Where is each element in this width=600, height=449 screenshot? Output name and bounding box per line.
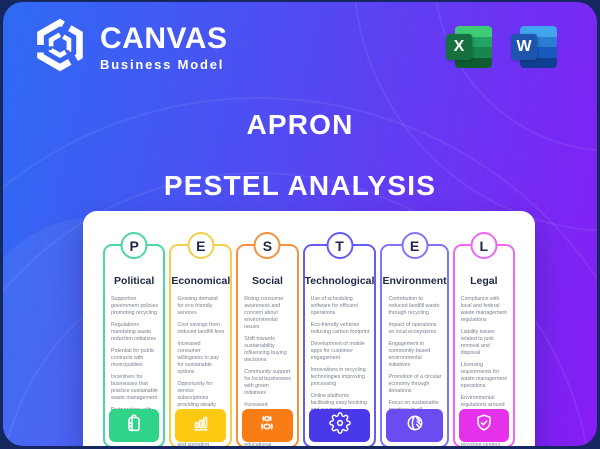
brand-text: CANVAS Business Model	[100, 23, 227, 72]
column-item: Incentives for businesses that practice …	[111, 373, 158, 401]
column-icon-box	[458, 409, 509, 442]
gear-icon	[328, 412, 351, 439]
column-item: Compliance with local and federal waste …	[460, 296, 507, 323]
page-title: APRON	[246, 109, 354, 140]
word-letter: W	[511, 34, 537, 60]
column-item: Growing demand for eco-friendly services	[177, 296, 218, 316]
pestel-column-economical: E Economical Growing demand for eco-frie…	[169, 232, 233, 446]
page-subtitle: PESTEL ANALYSIS	[163, 170, 437, 201]
canvas-hexagon-logo-icon	[29, 15, 91, 80]
column-item: Development of mobile apps for customer …	[310, 340, 365, 361]
column-item: Engagement in community-based environmen…	[388, 340, 431, 368]
pestel-column-social: S Social Rising consumer awareness and c…	[236, 232, 299, 446]
pestel-column-environment: E Environment Contribution to reduced la…	[380, 232, 449, 446]
column-letter-badge: P	[120, 232, 148, 259]
column-letter-badge: E	[401, 232, 429, 259]
brand-name: CANVAS	[100, 22, 228, 56]
column-title: Technological	[304, 275, 375, 287]
pestel-card: P Political Supportive government polici…	[83, 211, 535, 446]
pestel-columns: P Political Supportive government polici…	[103, 232, 515, 446]
column-title: Environment	[382, 275, 447, 287]
excel-letter: X	[446, 34, 472, 60]
column-item: Supportive government policies promoting…	[111, 296, 159, 316]
column-icon-box	[175, 409, 227, 442]
column-item: Shift towards sustainability influencing…	[244, 335, 287, 363]
column-item: Innovations in recycling technologies im…	[310, 366, 366, 387]
column-title: Economical	[171, 275, 231, 287]
column-icon-box	[109, 409, 160, 442]
column-item: Regulations mandating waste reduction in…	[111, 321, 157, 342]
excel-icon[interactable]: X	[446, 24, 492, 70]
shield-check-icon	[473, 412, 495, 439]
column-icon-box	[386, 409, 443, 442]
column-items: Supportive government policies promoting…	[105, 287, 163, 428]
column-letter-badge: L	[470, 232, 498, 259]
column-letter-badge: E	[187, 232, 215, 259]
column-item: Licensing requirements for waste managem…	[460, 361, 507, 389]
column-items: Contribution to reduced landfill waste t…	[382, 287, 446, 428]
word-icon[interactable]: W	[511, 24, 557, 70]
column-item: Cost savings from reduced landfill fees	[177, 321, 225, 335]
bar-chart-icon	[190, 412, 212, 439]
pestel-column-technological: T Technological Use of scheduling softwa…	[302, 232, 377, 446]
pestel-column-legal: L Legal Compliance with local and federa…	[452, 232, 515, 446]
column-title: Social	[251, 275, 283, 287]
word-paper	[520, 26, 557, 68]
excel-paper	[455, 26, 492, 68]
column-item: Impact of operations on local ecosystems	[388, 321, 437, 335]
column-title: Political	[114, 275, 155, 287]
column-item: Community support for local businesses w…	[244, 368, 291, 396]
column-item: Promotion of a circular economy through …	[388, 373, 442, 394]
column-letter-badge: T	[326, 232, 354, 259]
column-item: Contribution to reduced landfill waste t…	[388, 296, 440, 316]
column-title: Legal	[470, 275, 498, 287]
column-item: Potential for public contracts with muni…	[111, 347, 155, 368]
column-item: Use of scheduling software for efficient…	[310, 296, 358, 316]
column-letter-badge: S	[253, 232, 281, 259]
backpack-icon	[123, 412, 145, 439]
people-icon	[256, 412, 278, 439]
column-item: Liability issues related to junk removal…	[460, 328, 495, 356]
leaf-icon	[404, 412, 426, 439]
pestel-column-political: P Political Supportive government polici…	[103, 232, 166, 446]
brand-logo-group: CANVAS Business Model	[29, 15, 227, 80]
brand-tagline: Business Model	[100, 56, 225, 72]
column-item: Eco-friendly vehicles reducing carbon fo…	[310, 321, 370, 335]
column-item: Increased consumer willingness to pay fo…	[177, 340, 219, 375]
column-icon-box	[242, 409, 293, 442]
column-icon-box	[308, 409, 371, 442]
column-items: Use of scheduling software for efficient…	[305, 287, 375, 414]
column-item: Rising consumer awareness and concern ab…	[244, 296, 284, 330]
